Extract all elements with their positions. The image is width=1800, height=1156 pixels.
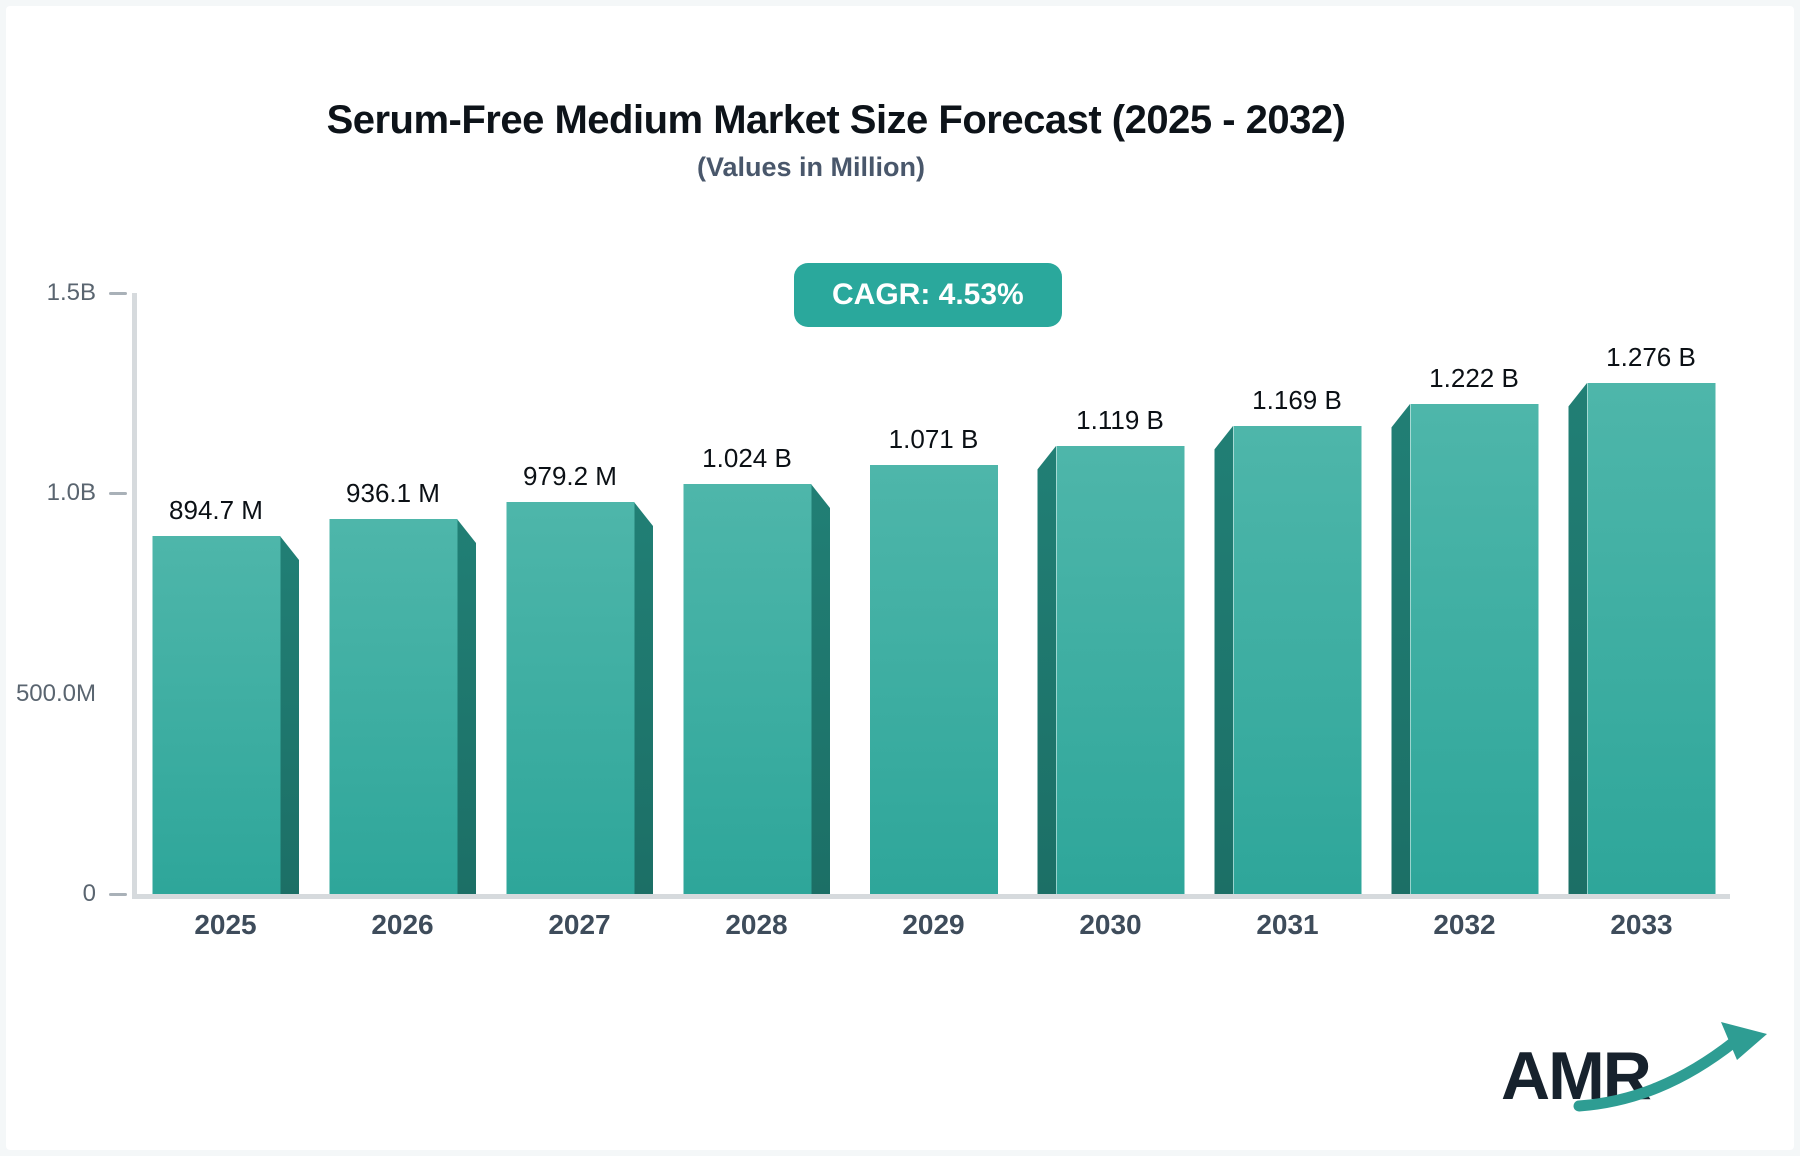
bar-side-panel (457, 519, 476, 894)
x-tick-label-2029: 2029 (902, 909, 965, 940)
bar-side-panel (1391, 404, 1410, 894)
bar-face (152, 536, 280, 894)
bar-group-2025: 894.7 M (137, 293, 314, 894)
bar-2029 (869, 465, 998, 894)
bar-side-panel (1214, 426, 1233, 894)
bar-face (329, 519, 457, 894)
y-tick-label-1.0B: 1.0B (46, 479, 96, 507)
bar-side-panel (634, 502, 653, 894)
x-tick-label-2026: 2026 (371, 909, 434, 940)
cagr-badge-label: CAGR: 4.53% (832, 278, 1024, 311)
bar-value-label: 1.071 B (888, 424, 979, 454)
x-axis-line (132, 894, 1730, 899)
x-tick-label-2030: 2030 (1079, 909, 1142, 940)
x-tick-label-2033: 2033 (1610, 909, 1673, 940)
bar-value-label: 1.119 B (1076, 405, 1164, 435)
bar-face (506, 502, 634, 894)
bar-value-label: 979.2 M (523, 461, 617, 491)
x-tick-label-2032: 2032 (1433, 909, 1496, 940)
bar-face (1587, 383, 1715, 894)
trend-up-arrow-icon (1573, 1022, 1767, 1112)
bar-face (1233, 426, 1361, 894)
x-tick-label-2027: 2027 (548, 909, 611, 940)
amr-logo: AMR (1501, 1020, 1776, 1120)
y-tick-label-500.0M: 500.0M (15, 679, 96, 707)
bar-value-label: 1.024 B (702, 443, 792, 473)
cagr-badge: CAGR: 4.53% (794, 263, 1062, 327)
bar-2031 (1214, 426, 1361, 894)
bar-side-panel (280, 536, 299, 894)
y-tick-mark (109, 292, 127, 295)
bar-group-2026: 936.1 M (314, 293, 491, 894)
bar-group-2028: 1.024 B (668, 293, 845, 894)
bar-group-2031: 1.169 B (1199, 293, 1376, 894)
y-tick-label-0: 0 (82, 880, 96, 907)
bar-2027 (506, 502, 653, 894)
y-tick-mark (109, 492, 127, 496)
bar-2033 (1568, 383, 1715, 894)
x-tick-label-2028: 2028 (725, 909, 788, 940)
chart-subtitle: (Values in Million) (696, 152, 926, 182)
bar-2028 (683, 484, 830, 894)
bar-group-2032: 1.222 B (1376, 293, 1553, 894)
bar-value-label: 894.7 M (169, 495, 263, 525)
chart-card: Serum-Free Medium Market Size Forecast (… (6, 6, 1794, 1150)
y-tick-label-1.5B: 1.5B (46, 279, 96, 306)
bar-2025 (152, 536, 299, 894)
y-tick-mark (109, 893, 127, 896)
bar-face (683, 484, 811, 894)
bar-side-panel (1037, 446, 1056, 894)
bar-2032 (1391, 404, 1538, 894)
bar-group-2033: 1.276 B (1553, 293, 1730, 894)
bar-side-panel (1568, 383, 1587, 894)
x-tick-label-2025: 2025 (194, 909, 257, 940)
bar-side-panel (811, 484, 830, 894)
bar-value-label: 1.222 B (1429, 363, 1519, 393)
bar-group-2029: 1.071 B (845, 293, 1022, 894)
x-tick-label-2031: 2031 (1256, 909, 1319, 940)
y-axis-line (132, 293, 137, 899)
chart-title: Serum-Free Medium Market Size Forecast (… (326, 98, 1346, 142)
bar-2030 (1037, 446, 1184, 894)
bar-value-label: 1.169 B (1252, 385, 1342, 415)
bar-face (1056, 446, 1184, 894)
bar-group-2027: 979.2 M (491, 293, 668, 894)
bar-face (1410, 404, 1538, 894)
plot-area: 894.7 M 936.1 M 979.2 M 1.024 B 1.071 B 1.119… (132, 293, 1730, 899)
bar-value-label: 936.1 M (346, 478, 440, 508)
bar-value-label: 1.276 B (1606, 342, 1696, 372)
bar-group-2030: 1.119 B (1022, 293, 1199, 894)
bar-face (869, 465, 998, 894)
bar-2026 (329, 519, 476, 894)
